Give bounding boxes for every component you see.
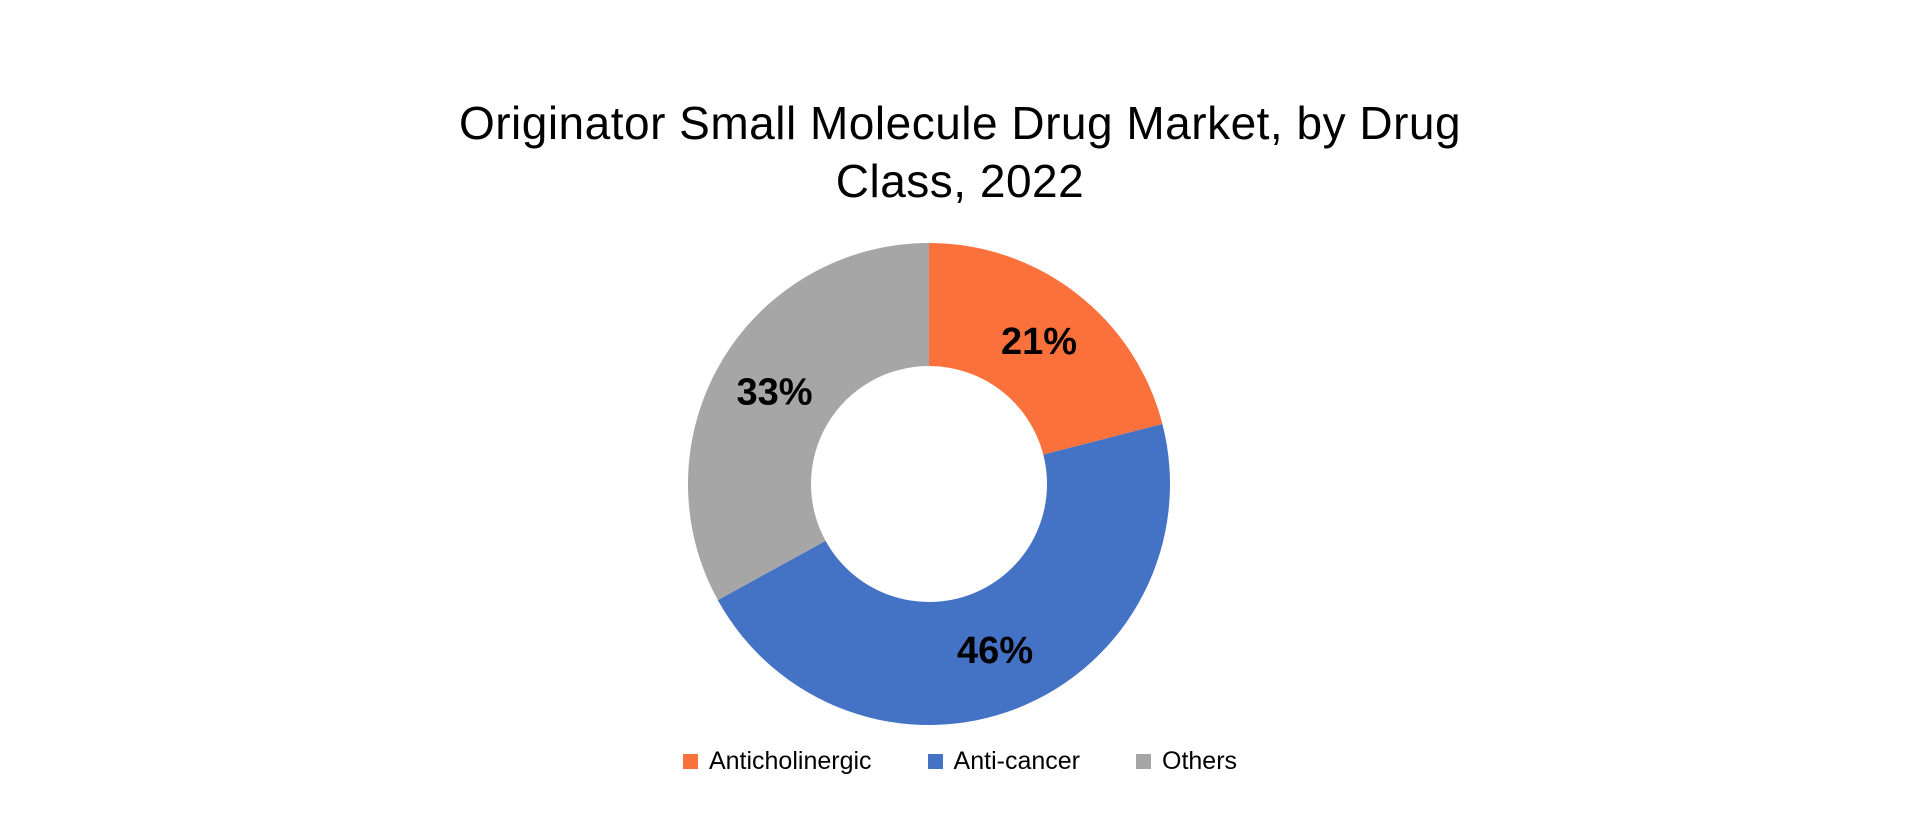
legend-label-others: Others xyxy=(1162,747,1238,775)
slice-anti-cancer xyxy=(717,424,1170,725)
slice-anticholinergic xyxy=(929,243,1163,455)
donut-chart: 21% 46% 33% xyxy=(688,243,1170,725)
legend-item-others: Others xyxy=(1136,749,1237,774)
legend-swatch-anticholinergic xyxy=(682,754,698,769)
slice-label-others: 33% xyxy=(736,372,812,414)
chart-title-line-1: Originator Small Molecule Drug Market, b… xyxy=(458,97,1462,149)
legend-swatch-others xyxy=(1136,754,1151,769)
chart-title-line-2: Class, 2022 xyxy=(835,155,1085,207)
chart-title: Originator Small Molecule Drug Market, b… xyxy=(0,94,1920,210)
slice-label-anticholinergic: 21% xyxy=(1001,321,1077,363)
slice-others xyxy=(688,243,929,601)
legend-item-anti-cancer: Anti-cancer xyxy=(927,747,1080,775)
legend-item-anticholinergic: Anticholinergic xyxy=(682,747,872,775)
slice-label-anti-cancer: 46% xyxy=(957,630,1033,672)
chart-legend: Anticholinergic Anti-cancer Others xyxy=(0,749,1920,774)
legend-label-anticholinergic: Anticholinergic xyxy=(708,747,872,775)
legend-swatch-anti-cancer xyxy=(927,754,943,769)
legend-label-anti-cancer: Anti-cancer xyxy=(953,747,1080,775)
